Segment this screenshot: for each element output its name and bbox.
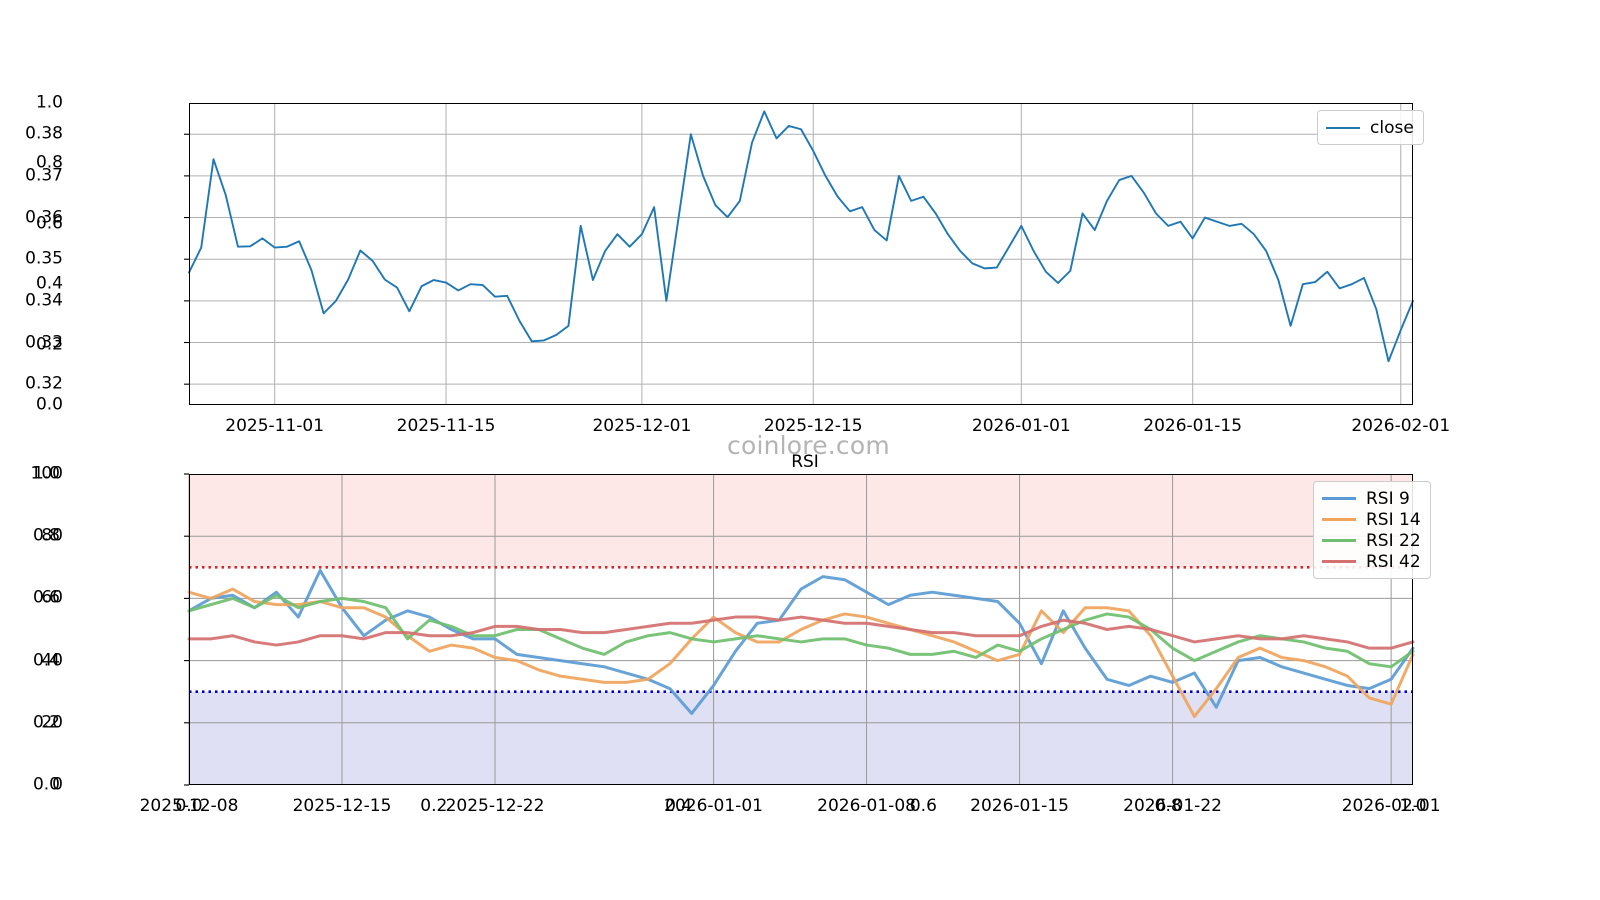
price-x-tick-2026-02-01: 2026-02-01 <box>1351 416 1451 436</box>
rsi-y-norm-tick-0.6: 0.6 <box>32 587 60 608</box>
rsi-y-tick-80: 80 <box>41 525 63 546</box>
rsi-legend-item[interactable]: RSI 22 <box>1322 530 1421 551</box>
rsi-x-tick-2025-12-22: 2025-12-22 <box>445 796 545 816</box>
rsi-axes-border <box>189 474 1413 785</box>
rsi-x-norm-tick-0.8: 0.8 <box>1154 796 1182 816</box>
rsi-x-tick-2026-01-08: 2026-01-08 <box>817 796 916 816</box>
legend-line-swatch <box>1322 539 1356 542</box>
price-chart-panel <box>184 103 1414 405</box>
price-legend-item[interactable]: close <box>1326 117 1414 138</box>
legend-line-swatch <box>1322 497 1356 500</box>
price-y-tick-0.35: 0.35 <box>25 248 63 269</box>
rsi-legend-item[interactable]: RSI 42 <box>1322 551 1421 572</box>
price-y-tick-0.32: 0.32 <box>25 373 63 394</box>
rsi-series-rsi-22 <box>187 593 1415 669</box>
price-y-tick-0.33: 0.33 <box>25 332 63 353</box>
rsi-band <box>189 691 1413 785</box>
rsi-y-tick-60: 60 <box>41 587 63 608</box>
rsi-y-tick-0: 0 <box>52 774 63 795</box>
price-y-norm-tick-0.6: 0.6 <box>35 213 63 234</box>
price-y-tick-0.36: 0.36 <box>25 207 63 228</box>
price-y-tick-0.38: 0.38 <box>25 123 63 144</box>
price-y-tick-0.37: 0.37 <box>25 165 63 186</box>
price-plot-area <box>184 103 1414 405</box>
rsi-legend-item[interactable]: RSI 14 <box>1322 509 1421 530</box>
rsi-legend-label: RSI 14 <box>1366 509 1421 530</box>
price-series-close <box>188 110 1414 363</box>
rsi-y-norm-tick-0.0: 0.0 <box>32 774 60 795</box>
price-x-tick-2025-11-01: 2025-11-01 <box>225 416 325 436</box>
rsi-y-norm-tick-1.0: 1.0 <box>32 463 60 484</box>
rsi-band <box>189 474 1413 568</box>
rsi-panel-title: RSI <box>791 452 819 472</box>
price-y-norm-tick-0.8: 0.8 <box>35 152 63 173</box>
price-axes-border <box>189 103 1413 405</box>
rsi-plot-area <box>184 473 1415 786</box>
price-y-norm-tick-0.4: 0.4 <box>35 273 63 294</box>
rsi-x-tick-2025-12-15: 2025-12-15 <box>292 796 392 816</box>
watermark-coinlore: coinlore.com <box>727 431 890 460</box>
price-x-tick-2025-12-01: 2025-12-01 <box>592 416 692 436</box>
rsi-x-norm-tick-1.0: 1.0 <box>1399 796 1427 816</box>
price-x-tick-2025-12-15: 2025-12-15 <box>763 416 863 436</box>
rsi-legend-label: RSI 22 <box>1366 530 1421 551</box>
legend-line-swatch <box>1326 126 1360 129</box>
rsi-x-norm-tick-0.0: 0.0 <box>175 796 203 816</box>
rsi-x-tick-2025-12-08: 2025-12-08 <box>139 796 239 816</box>
rsi-legend[interactable]: RSI 9 RSI 14 RSI 22 RSI 42 <box>1313 481 1431 579</box>
price-x-tick-2026-01-15: 2026-01-15 <box>1143 416 1243 436</box>
price-y-norm-tick-1.0: 1.0 <box>35 92 63 113</box>
legend-line-swatch <box>1322 518 1356 521</box>
rsi-x-norm-tick-0.4: 0.4 <box>665 796 693 816</box>
rsi-legend-label: RSI 42 <box>1366 551 1421 572</box>
rsi-x-tick-2026-01-01: 2026-01-01 <box>664 796 763 816</box>
rsi-x-tick-2026-01-22: 2026-01-22 <box>1123 796 1222 816</box>
rsi-legend-item[interactable]: RSI 9 <box>1322 488 1421 509</box>
rsi-y-tick-100: 100 <box>30 463 63 484</box>
rsi-y-norm-tick-0.8: 0.8 <box>32 525 60 546</box>
rsi-x-norm-tick-0.2: 0.2 <box>420 796 448 816</box>
price-x-tick-2025-11-15: 2025-11-15 <box>396 416 496 436</box>
rsi-legend-label: RSI 9 <box>1366 488 1410 509</box>
rsi-y-tick-20: 20 <box>41 712 63 733</box>
price-legend[interactable]: close <box>1317 110 1424 145</box>
rsi-chart-panel <box>184 473 1415 786</box>
rsi-x-tick-2026-02-01: 2026-02-01 <box>1341 796 1441 816</box>
price-y-tick-0.34: 0.34 <box>25 290 63 311</box>
price-y-norm-tick-0.0: 0.0 <box>35 394 63 415</box>
price-x-tick-2026-01-01: 2026-01-01 <box>971 416 1071 436</box>
legend-line-swatch <box>1322 560 1356 563</box>
rsi-x-tick-2026-01-15: 2026-01-15 <box>970 796 1069 816</box>
price-y-norm-tick-0.2: 0.2 <box>35 334 63 355</box>
rsi-x-norm-tick-0.6: 0.6 <box>909 796 937 816</box>
rsi-y-tick-40: 40 <box>41 650 63 671</box>
rsi-y-norm-tick-0.4: 0.4 <box>32 650 60 671</box>
rsi-series-rsi-42 <box>187 615 1415 650</box>
rsi-y-norm-tick-0.2: 0.2 <box>32 712 60 733</box>
rsi-series-rsi-14 <box>187 587 1415 719</box>
price-legend-label: close <box>1370 117 1414 138</box>
